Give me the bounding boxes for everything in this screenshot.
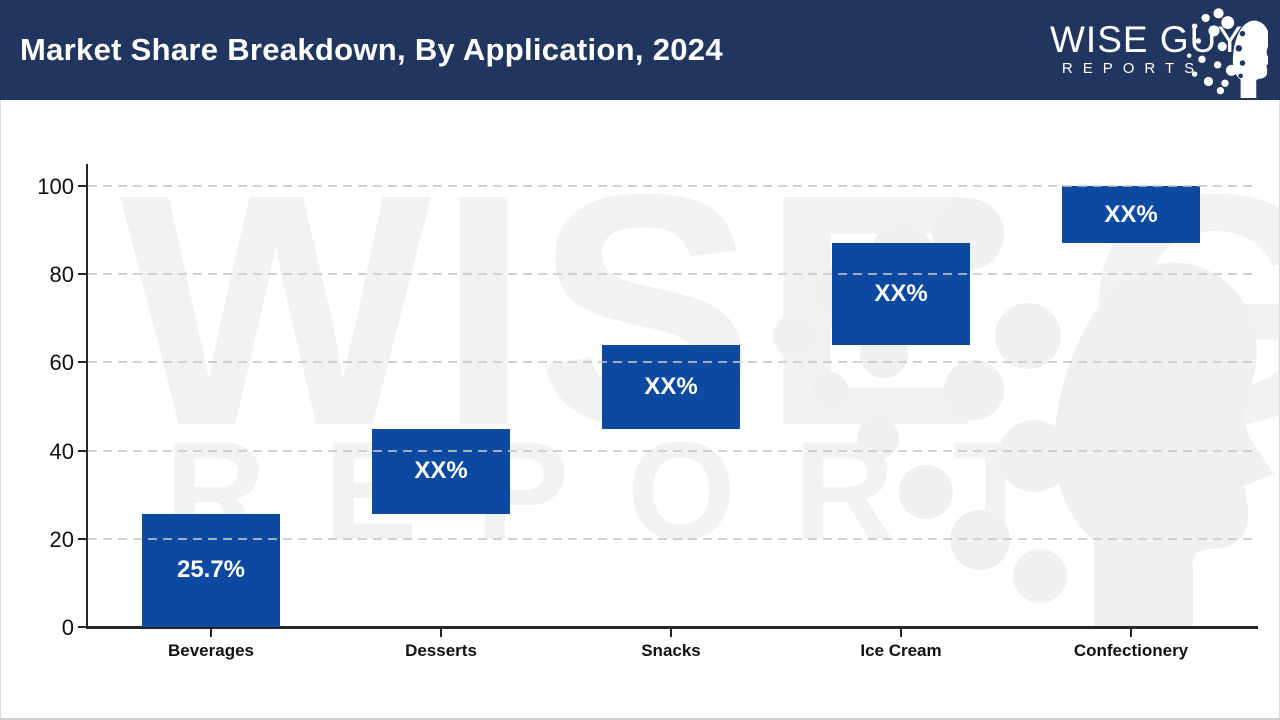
category-label: Snacks <box>641 641 701 660</box>
bar-label: XX% <box>414 457 468 485</box>
y-axis-line <box>86 163 88 629</box>
y-tick-label: 100 <box>37 174 74 199</box>
plot-area: WISE GUY REPORTS 02040608010025.7%Bevera… <box>0 100 1280 718</box>
bar <box>1062 186 1200 244</box>
x-tick-mark <box>210 629 212 637</box>
x-tick-mark <box>440 629 442 637</box>
x-tick-mark <box>670 629 672 637</box>
gridline <box>88 273 1258 276</box>
y-tick-mark <box>78 361 86 364</box>
y-tick-mark <box>78 449 86 452</box>
gridline <box>88 185 1258 187</box>
watermark-face-icon <box>773 198 1274 627</box>
y-tick-mark <box>78 273 86 276</box>
chart-title: Market Share Breakdown, By Application, … <box>20 32 723 67</box>
gridline <box>88 537 1258 540</box>
category-label: Ice Cream <box>860 641 942 660</box>
y-tick-mark <box>78 185 86 187</box>
y-tick-mark <box>78 537 86 540</box>
category-label: Desserts <box>405 641 477 660</box>
bar <box>602 344 740 429</box>
bar-label: XX% <box>1104 200 1158 228</box>
bar <box>372 428 510 514</box>
logo-subtitle: REPORTS <box>1061 60 1205 77</box>
y-tick-label: 60 <box>49 350 74 376</box>
y-tick-mark <box>78 626 86 628</box>
category-label: Beverages <box>167 641 254 660</box>
bar-label: XX% <box>874 280 928 308</box>
x-tick-mark <box>1130 629 1132 637</box>
category-label: Confectionery <box>1073 641 1189 660</box>
wiseguy-logo: WISE GUY REPORTS <box>1016 6 1268 98</box>
bar-label: 25.7% <box>176 556 246 584</box>
y-tick-label: 20 <box>49 526 74 552</box>
y-tick-label: 80 <box>49 262 74 288</box>
gridline <box>88 361 1258 364</box>
gridline <box>88 449 1258 452</box>
bar <box>142 513 280 627</box>
x-axis-line <box>86 626 1258 629</box>
y-tick-label: 40 <box>49 438 74 464</box>
header-bar: Market Share Breakdown, By Application, … <box>0 0 1280 100</box>
watermark-subtitle: REPORTS <box>165 412 1248 569</box>
y-tick-label: 0 <box>61 615 74 640</box>
bar-label: XX% <box>644 372 698 400</box>
x-tick-mark <box>900 629 902 637</box>
logo-face-icon <box>1186 8 1268 98</box>
